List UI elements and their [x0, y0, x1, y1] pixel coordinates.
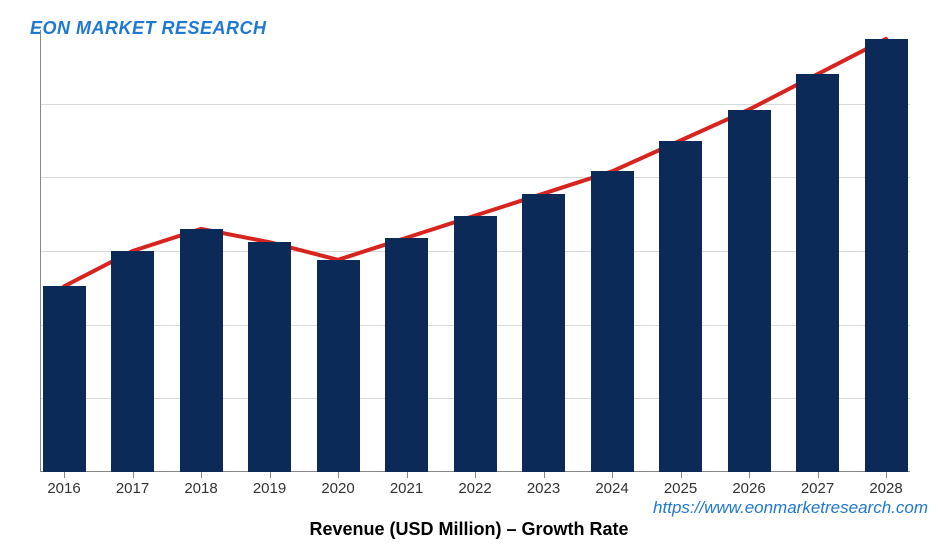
xtick-mark [681, 472, 682, 478]
bar-2022 [454, 216, 497, 472]
xtick-label-2027: 2027 [801, 480, 834, 497]
chart-stage: EON MARKET RESEARCH 20162017201820192020… [0, 0, 938, 552]
bar-2021 [385, 238, 428, 472]
xtick-mark [64, 472, 65, 478]
xtick-label-2026: 2026 [732, 480, 765, 497]
watermark-url: https://www.eonmarketresearch.com [653, 498, 928, 518]
xtick-mark [818, 472, 819, 478]
xtick-mark [133, 472, 134, 478]
bar-2026 [728, 110, 771, 472]
xtick-mark [338, 472, 339, 478]
xtick-mark [612, 472, 613, 478]
bar-2028 [865, 39, 908, 472]
xtick-label-2028: 2028 [869, 480, 902, 497]
xtick-label-2020: 2020 [321, 480, 354, 497]
xtick-label-2018: 2018 [184, 480, 217, 497]
bar-2023 [522, 194, 565, 472]
bar-2024 [591, 171, 634, 472]
xtick-label-2016: 2016 [47, 480, 80, 497]
plot-area: 2016201720182019202020212022202320242025… [40, 30, 910, 472]
chart-title: Revenue (USD Million) – Growth Rate [0, 519, 938, 540]
xtick-mark [201, 472, 202, 478]
bar-2020 [317, 260, 360, 472]
xtick-mark [270, 472, 271, 478]
xtick-label-2021: 2021 [390, 480, 423, 497]
xtick-mark [407, 472, 408, 478]
bar-2016 [43, 286, 86, 472]
xtick-label-2024: 2024 [595, 480, 628, 497]
bar-2018 [180, 229, 223, 472]
xtick-mark [544, 472, 545, 478]
bar-2017 [111, 251, 154, 472]
xtick-mark [475, 472, 476, 478]
xtick-label-2019: 2019 [253, 480, 286, 497]
bar-2019 [248, 242, 291, 472]
bar-2027 [796, 74, 839, 472]
xtick-label-2022: 2022 [458, 480, 491, 497]
xtick-label-2017: 2017 [116, 480, 149, 497]
xtick-mark [886, 472, 887, 478]
xtick-label-2023: 2023 [527, 480, 560, 497]
xtick-mark [749, 472, 750, 478]
xtick-label-2025: 2025 [664, 480, 697, 497]
bar-2025 [659, 141, 702, 473]
